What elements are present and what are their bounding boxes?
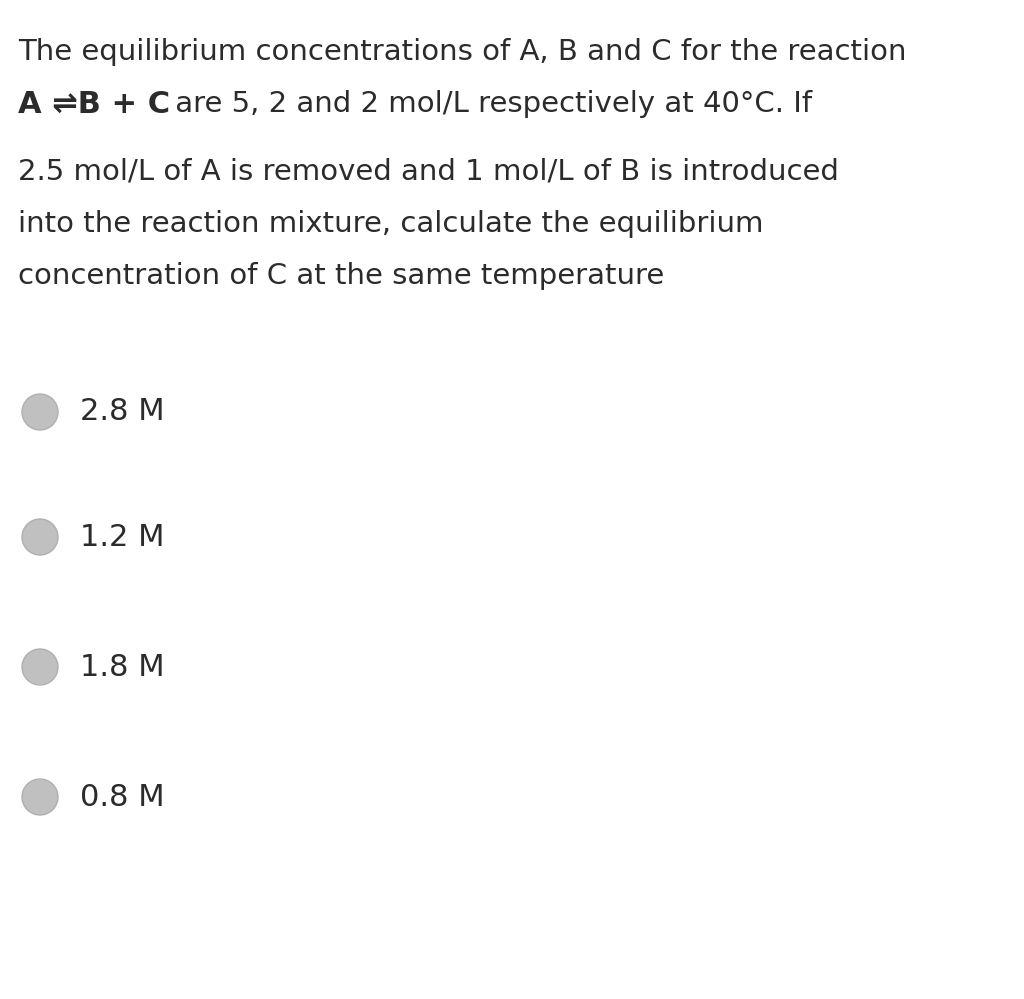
Circle shape [22,519,58,555]
Text: 1.8 M: 1.8 M [80,652,165,681]
Text: into the reaction mixture, calculate the equilibrium: into the reaction mixture, calculate the… [18,210,764,238]
Text: 1.2 M: 1.2 M [80,522,165,551]
Circle shape [22,779,58,815]
Text: A ⇌B + C: A ⇌B + C [18,90,170,119]
Text: 0.8 M: 0.8 M [80,782,165,811]
Text: are 5, 2 and 2 mol/L respectively at 40°C. If: are 5, 2 and 2 mol/L respectively at 40°… [166,90,812,118]
Text: 2.5 mol/L of A is removed and 1 mol/L of B is introduced: 2.5 mol/L of A is removed and 1 mol/L of… [18,158,839,186]
Text: concentration of C at the same temperature: concentration of C at the same temperatu… [18,262,665,290]
Circle shape [22,649,58,685]
Text: The equilibrium concentrations of A, B and C for the reaction: The equilibrium concentrations of A, B a… [18,38,906,66]
Text: 2.8 M: 2.8 M [80,398,165,427]
Circle shape [22,394,58,430]
